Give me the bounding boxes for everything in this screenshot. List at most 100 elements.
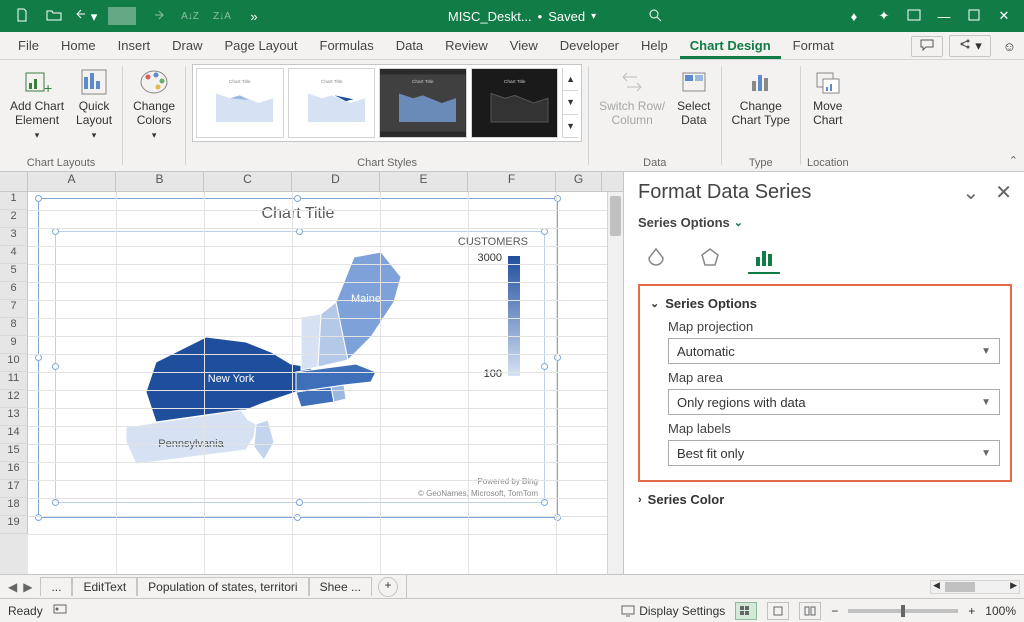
resize-handle[interactable]: [294, 195, 301, 202]
page-layout-view-icon[interactable]: [767, 602, 789, 620]
select-all-corner[interactable]: [0, 172, 28, 191]
change-chart-type-button[interactable]: Change Chart Type: [728, 64, 794, 130]
state-pa[interactable]: [126, 410, 256, 464]
row-header[interactable]: 17: [0, 480, 28, 498]
tab-nav-prev-icon[interactable]: ◀: [8, 580, 17, 594]
row-header[interactable]: 16: [0, 462, 28, 480]
select-data-button[interactable]: Select Data: [673, 64, 714, 130]
row-header[interactable]: 12: [0, 390, 28, 408]
save-status[interactable]: Saved: [548, 9, 585, 24]
zoom-out-icon[interactable]: −: [831, 604, 838, 618]
chevron-down-icon[interactable]: ⌄: [962, 180, 979, 205]
col-header[interactable]: F: [468, 172, 556, 191]
map-area-dropdown[interactable]: Only regions with data▼: [668, 389, 1000, 415]
row-header[interactable]: 13: [0, 408, 28, 426]
close-pane-icon[interactable]: ✕: [995, 180, 1012, 205]
zoom-in-icon[interactable]: +: [968, 604, 975, 618]
tab-file[interactable]: File: [8, 34, 49, 59]
normal-view-icon[interactable]: [735, 602, 757, 620]
map-chart[interactable]: New York Pennsylvania Maine: [96, 242, 426, 492]
tab-formulas[interactable]: Formulas: [310, 34, 384, 59]
tab-home[interactable]: Home: [51, 34, 106, 59]
series-options-icon[interactable]: [748, 242, 780, 274]
tab-data[interactable]: Data: [386, 34, 433, 59]
sort-asc-icon[interactable]: A↓Z: [176, 11, 204, 22]
tab-nav-next-icon[interactable]: ▶: [23, 580, 32, 594]
zoom-level[interactable]: 100%: [985, 604, 1016, 618]
series-options-dropdown[interactable]: Series Options: [638, 215, 730, 230]
col-header[interactable]: B: [116, 172, 204, 191]
map-projection-dropdown[interactable]: Automatic▼: [668, 338, 1000, 364]
zoom-slider[interactable]: [848, 609, 958, 613]
open-file-icon[interactable]: [40, 8, 68, 25]
effects-icon[interactable]: [694, 242, 726, 274]
resize-handle[interactable]: [35, 195, 42, 202]
style-thumb-2[interactable]: Chart Title: [288, 68, 376, 138]
gallery-down-icon[interactable]: ▼: [563, 91, 578, 114]
comments-button[interactable]: [911, 36, 943, 57]
close-icon[interactable]: ✕: [990, 8, 1018, 24]
add-sheet-button[interactable]: +: [378, 577, 398, 597]
new-file-icon[interactable]: [8, 8, 36, 25]
resize-handle[interactable]: [35, 354, 42, 361]
row-header[interactable]: 5: [0, 264, 28, 282]
row-header[interactable]: 15: [0, 444, 28, 462]
sheet-tab[interactable]: Population of states, territori: [137, 577, 308, 596]
style-thumb-3[interactable]: Chart Title: [379, 68, 467, 138]
row-header[interactable]: 8: [0, 318, 28, 336]
sheet-tab-ellipsis[interactable]: ...: [40, 577, 72, 596]
col-header[interactable]: G: [556, 172, 602, 191]
state-ri[interactable]: [331, 385, 346, 402]
add-chart-element-button[interactable]: + Add Chart Element▾: [6, 64, 68, 142]
sort-desc-icon[interactable]: Z↓A: [208, 11, 236, 22]
account-icon[interactable]: ☺: [1003, 39, 1016, 54]
style-thumb-4[interactable]: Chart Title: [471, 68, 559, 138]
style-thumb-1[interactable]: Chart Title: [196, 68, 284, 138]
row-header[interactable]: 4: [0, 246, 28, 264]
sheet-tab[interactable]: Shee ...: [309, 577, 372, 596]
share-button[interactable]: ▾: [949, 35, 991, 57]
tab-help[interactable]: Help: [631, 34, 678, 59]
maximize-icon[interactable]: [960, 9, 988, 24]
row-header[interactable]: 14: [0, 426, 28, 444]
grid-area[interactable]: Chart Title CUSTOMERS 3000 100 Powered b…: [28, 192, 607, 574]
col-header[interactable]: E: [380, 172, 468, 191]
redo-icon[interactable]: [144, 8, 172, 25]
series-options-header[interactable]: ⌄ Series Options: [650, 296, 1000, 311]
macro-record-icon[interactable]: [53, 603, 67, 618]
sheet-tab[interactable]: EditText: [72, 577, 137, 596]
map-labels-dropdown[interactable]: Best fit only▼: [668, 440, 1000, 466]
row-header[interactable]: 9: [0, 336, 28, 354]
row-header[interactable]: 1: [0, 192, 28, 210]
row-header[interactable]: 11: [0, 372, 28, 390]
ribbon-mode-icon[interactable]: [900, 9, 928, 24]
tab-draw[interactable]: Draw: [162, 34, 212, 59]
undo-icon[interactable]: ▾: [72, 7, 100, 25]
page-break-view-icon[interactable]: [799, 602, 821, 620]
col-header[interactable]: D: [292, 172, 380, 191]
row-header[interactable]: 10: [0, 354, 28, 372]
vertical-scrollbar[interactable]: [607, 192, 623, 574]
horizontal-scrollbar[interactable]: ◀ ▶: [930, 580, 1020, 594]
fill-line-icon[interactable]: [640, 242, 672, 274]
state-me[interactable]: [336, 252, 401, 360]
tab-review[interactable]: Review: [435, 34, 498, 59]
col-header[interactable]: A: [28, 172, 116, 191]
minimize-icon[interactable]: —: [930, 9, 958, 24]
gallery-more-icon[interactable]: ▼: [563, 115, 578, 138]
tab-view[interactable]: View: [500, 34, 548, 59]
row-header[interactable]: 18: [0, 498, 28, 516]
col-header[interactable]: C: [204, 172, 292, 191]
chart-styles-gallery[interactable]: Chart Title Chart Title Chart Title Char…: [192, 64, 582, 142]
row-header[interactable]: 19: [0, 516, 28, 534]
tab-developer[interactable]: Developer: [550, 34, 629, 59]
tab-insert[interactable]: Insert: [108, 34, 161, 59]
series-color-header[interactable]: › Series Color: [638, 492, 1012, 507]
display-settings-button[interactable]: Display Settings: [621, 604, 725, 618]
quick-layout-button[interactable]: Quick Layout▾: [72, 64, 116, 142]
qat-overflow-icon[interactable]: »: [240, 9, 268, 24]
tab-page-layout[interactable]: Page Layout: [215, 34, 308, 59]
row-header[interactable]: 6: [0, 282, 28, 300]
search-icon[interactable]: [648, 8, 662, 25]
row-header[interactable]: 2: [0, 210, 28, 228]
